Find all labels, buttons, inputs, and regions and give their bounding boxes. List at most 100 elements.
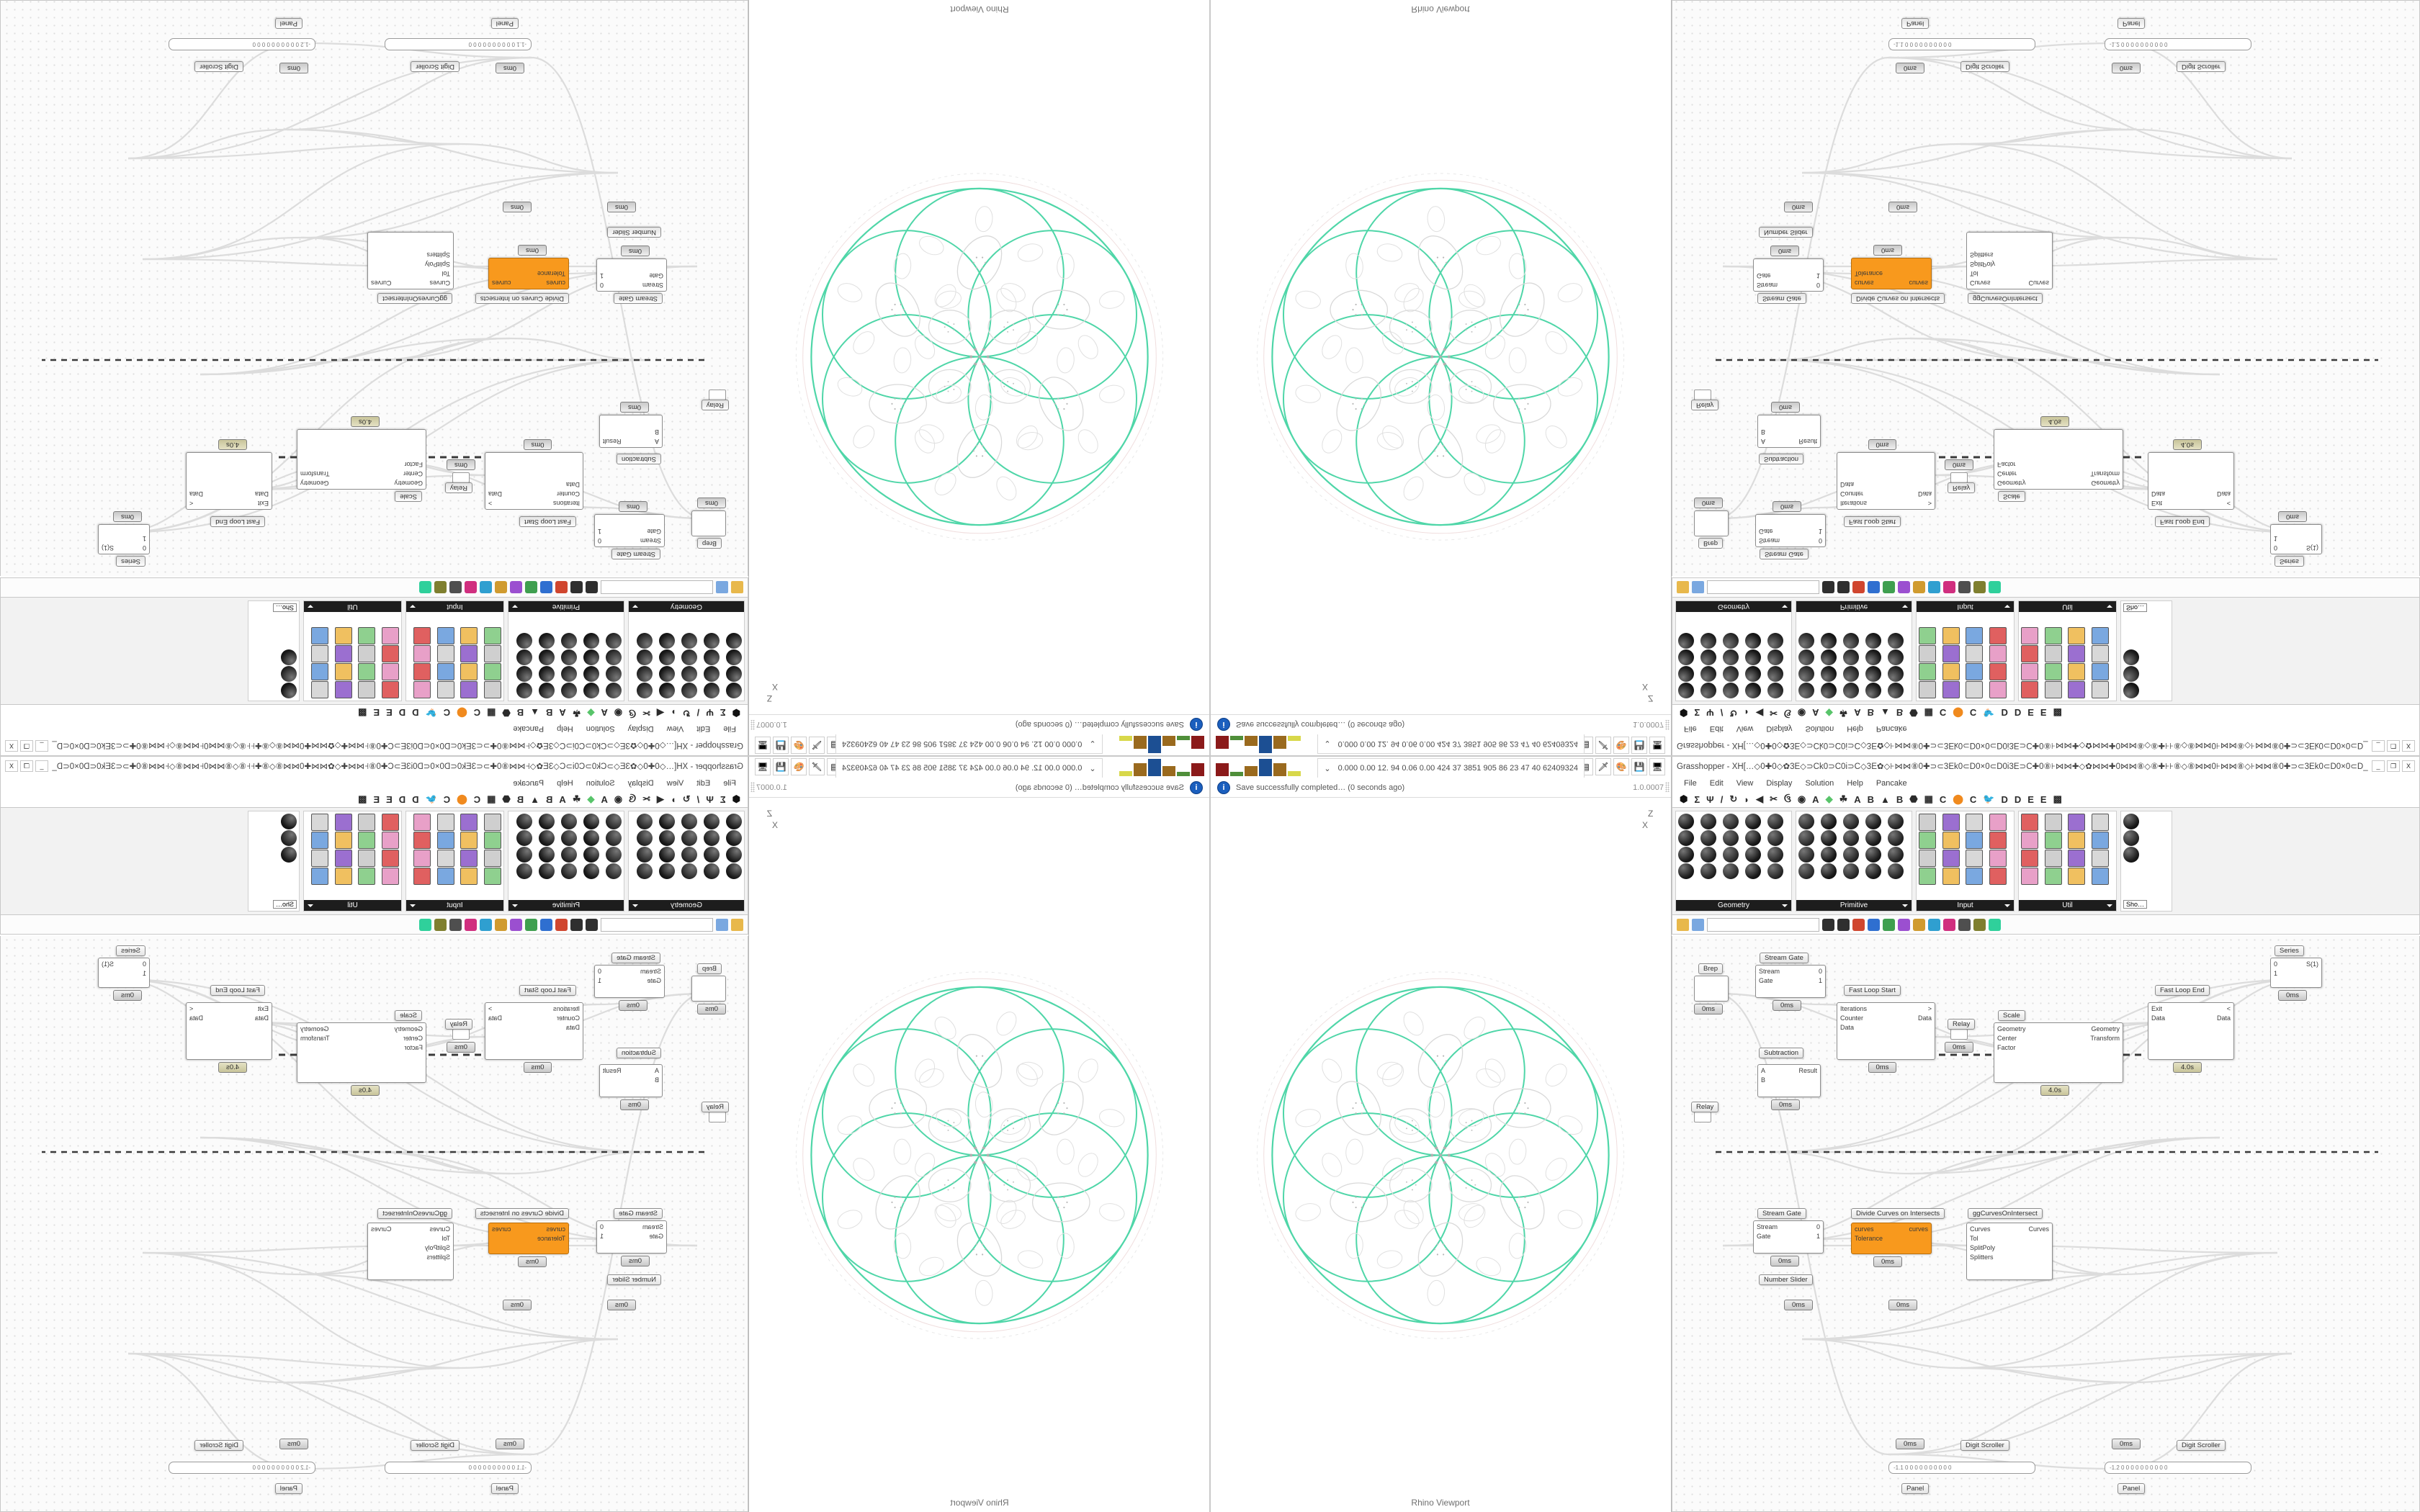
ribbon-tab-16[interactable]: B bbox=[1896, 707, 1904, 719]
ribbon-tab-2[interactable]: Ψ bbox=[1706, 793, 1714, 805]
ribbon-icon[interactable] bbox=[1843, 633, 1859, 649]
port-label[interactable]: Center bbox=[1997, 470, 2017, 477]
ribbon-tab-12[interactable]: ☘ bbox=[572, 793, 581, 804]
port-label[interactable]: Data bbox=[565, 481, 580, 488]
panel-tab-util[interactable]: Util bbox=[2019, 900, 2116, 911]
digit-scroller[interactable]: -1.2 0 0 0 0 0 0 0 0 0 0 bbox=[169, 1462, 315, 1474]
ribbon-icon[interactable] bbox=[1989, 645, 2007, 662]
ribbon-icon[interactable] bbox=[659, 649, 675, 665]
ribbon-icon[interactable] bbox=[484, 681, 501, 698]
ribbon-icon[interactable] bbox=[1966, 663, 1983, 680]
ribbon-tab-16[interactable]: B bbox=[516, 793, 524, 805]
color-swatch[interactable] bbox=[1230, 772, 1243, 776]
ribbon-icon[interactable] bbox=[659, 847, 675, 863]
port-label[interactable]: B bbox=[1761, 1076, 1766, 1084]
port-label[interactable]: Counter bbox=[1840, 490, 1864, 498]
port-label[interactable]: Curves bbox=[1970, 279, 1991, 287]
ribbon-tab-0[interactable]: ⬢ bbox=[1680, 793, 1688, 804]
ribbon-tab-14[interactable]: B bbox=[1867, 793, 1874, 805]
ribbon-tab-25[interactable]: E bbox=[2027, 707, 2034, 719]
menu-item-solution[interactable]: Solution bbox=[1805, 779, 1834, 788]
ribbon-icon[interactable] bbox=[606, 683, 622, 698]
port-label[interactable]: Data bbox=[565, 1024, 580, 1031]
ribbon-icon[interactable] bbox=[1745, 814, 1761, 829]
port-label[interactable]: 0 bbox=[1816, 282, 1820, 289]
toolbar-icon-7[interactable] bbox=[1928, 918, 1940, 931]
ribbon-icon[interactable] bbox=[2068, 663, 2085, 680]
port-label[interactable]: > bbox=[1927, 1005, 1932, 1012]
ribbon-icon[interactable] bbox=[539, 649, 555, 665]
ribbon-icon[interactable] bbox=[2044, 832, 2062, 849]
ribbon-icon[interactable] bbox=[516, 633, 532, 649]
gh-component[interactable]: Exit Data < Data bbox=[186, 452, 272, 510]
ribbon-icon[interactable] bbox=[311, 814, 329, 831]
ribbon-tab-25[interactable]: E bbox=[386, 793, 393, 805]
port-label[interactable]: Transform bbox=[300, 1035, 330, 1042]
ribbon-icon[interactable] bbox=[561, 666, 577, 682]
port-label[interactable]: Center bbox=[403, 470, 423, 477]
port-label[interactable]: Data bbox=[254, 1014, 269, 1022]
ribbon-tab-8[interactable]: ઉ bbox=[1784, 793, 1791, 804]
ribbon-icon[interactable] bbox=[1700, 666, 1716, 682]
port-label[interactable]: Curves bbox=[2028, 1225, 2049, 1233]
ribbon-icon[interactable] bbox=[2091, 663, 2109, 680]
toolbar-icon-9[interactable] bbox=[1958, 918, 1971, 931]
ribbon-tab-19[interactable]: C bbox=[473, 707, 481, 719]
port-label[interactable]: Stream bbox=[642, 282, 663, 289]
ribbon-icon[interactable] bbox=[1843, 847, 1859, 863]
ribbon-icon[interactable] bbox=[335, 814, 352, 831]
ribbon-icon[interactable] bbox=[1700, 683, 1716, 698]
ribbon-icon[interactable] bbox=[1989, 627, 2007, 644]
gh-component[interactable]: Iterations Counter Data > Data bbox=[485, 1002, 583, 1060]
ribbon-icon[interactable] bbox=[1723, 814, 1739, 829]
gh-component[interactable]: Curves Tol SplitPoly Splitters Curves bbox=[367, 232, 454, 289]
port-label[interactable]: Tolerance bbox=[1855, 270, 1883, 277]
toolbar-icon-7[interactable] bbox=[480, 581, 492, 594]
ribbon-icon[interactable] bbox=[561, 847, 577, 863]
ribbon-icon[interactable] bbox=[681, 830, 697, 846]
ribbon-icon[interactable] bbox=[1723, 830, 1739, 846]
ribbon-icon[interactable] bbox=[659, 683, 675, 698]
ribbon-icon[interactable] bbox=[606, 863, 622, 879]
ribbon-icon[interactable] bbox=[1767, 847, 1783, 863]
panel-tab-input[interactable]: Input bbox=[1917, 601, 2014, 612]
ribbon-tab-9[interactable]: ◉ bbox=[1797, 708, 1806, 719]
port-label[interactable]: > bbox=[1927, 500, 1932, 507]
ribbon-tab-11[interactable]: ◆ bbox=[1825, 708, 1833, 719]
ribbon-icon[interactable] bbox=[1888, 633, 1904, 649]
ribbon-icon[interactable] bbox=[1767, 666, 1783, 682]
save-icon[interactable] bbox=[1692, 581, 1704, 594]
ribbon-icon[interactable] bbox=[413, 681, 431, 698]
gh-component[interactable]: 0 1 S(1) bbox=[2270, 958, 2322, 988]
open-folder-icon[interactable] bbox=[731, 918, 743, 931]
ribbon-icon[interactable] bbox=[726, 814, 742, 829]
toolbar-icon-11[interactable] bbox=[419, 918, 431, 931]
panel-tab-geometry[interactable]: Geometry bbox=[1676, 900, 1791, 911]
port-label[interactable]: Tolerance bbox=[1855, 1235, 1883, 1242]
menu-item-pancake[interactable]: Pancake bbox=[513, 724, 544, 733]
port-label[interactable]: curves bbox=[1909, 279, 1928, 287]
port-label[interactable]: Iterations bbox=[1840, 500, 1868, 507]
close-button[interactable]: X bbox=[5, 760, 18, 772]
ribbon-tab-23[interactable]: D bbox=[412, 707, 419, 719]
ribbon-icon[interactable] bbox=[1989, 868, 2007, 885]
resize-grip[interactable] bbox=[1665, 720, 1670, 730]
ribbon-icon[interactable] bbox=[1989, 850, 2007, 867]
ribbon-icon[interactable] bbox=[2068, 868, 2085, 885]
ribbon-tab-3[interactable]: / bbox=[1720, 707, 1724, 719]
port-label[interactable]: 1 bbox=[2274, 535, 2278, 542]
port-label[interactable]: Result bbox=[1798, 438, 1817, 445]
color-swatch[interactable] bbox=[1177, 772, 1190, 776]
toolbar-icon-6[interactable] bbox=[495, 581, 507, 594]
minimize-button[interactable]: _ bbox=[2372, 740, 2385, 752]
ribbon-icon[interactable] bbox=[335, 868, 352, 885]
ribbon-tab-15[interactable]: ▲ bbox=[530, 707, 539, 719]
port-label[interactable]: Result bbox=[603, 1067, 622, 1074]
ribbon-icon[interactable] bbox=[281, 649, 297, 665]
toolbar-icon-10[interactable] bbox=[434, 918, 447, 931]
ribbon-tab-12[interactable]: ☘ bbox=[1839, 708, 1848, 719]
ribbon-icon[interactable] bbox=[659, 863, 675, 879]
ribbon-icon[interactable] bbox=[2044, 868, 2062, 885]
ribbon-icon[interactable] bbox=[1843, 814, 1859, 829]
toolbar-icon-4[interactable] bbox=[525, 918, 537, 931]
